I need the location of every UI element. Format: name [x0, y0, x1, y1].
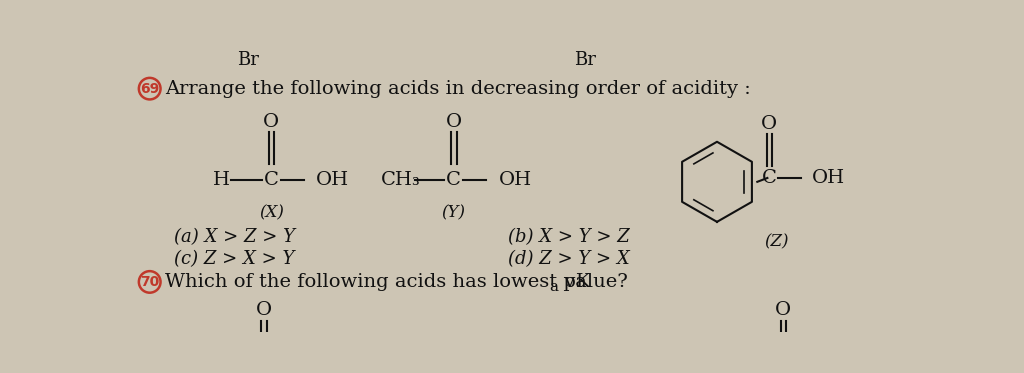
- Text: (a) X > Z > Y: (a) X > Z > Y: [174, 228, 296, 246]
- Text: 70: 70: [140, 275, 160, 289]
- Text: (d) Z > Y > X: (d) Z > Y > X: [508, 250, 630, 268]
- Text: OH: OH: [499, 170, 531, 188]
- Text: Arrange the following acids in decreasing order of acidity :: Arrange the following acids in decreasin…: [165, 80, 751, 98]
- Text: CH₃: CH₃: [381, 170, 421, 188]
- Text: O: O: [761, 115, 777, 133]
- Text: (c) Z > X > Y: (c) Z > X > Y: [174, 250, 295, 268]
- Text: (X): (X): [259, 204, 284, 221]
- Text: 69: 69: [140, 82, 160, 95]
- Text: Which of the following acids has lowest pK: Which of the following acids has lowest …: [165, 273, 591, 291]
- Text: H: H: [213, 170, 229, 188]
- Text: (Z): (Z): [765, 233, 788, 250]
- Text: a: a: [550, 279, 559, 294]
- Text: (Y): (Y): [441, 204, 466, 221]
- Text: C: C: [446, 170, 461, 188]
- Text: C: C: [264, 170, 279, 188]
- Text: OH: OH: [316, 170, 349, 188]
- Text: Br: Br: [238, 51, 259, 69]
- Text: value?: value?: [558, 273, 628, 291]
- Text: O: O: [775, 301, 791, 319]
- Text: O: O: [256, 301, 271, 319]
- Text: C: C: [762, 169, 776, 187]
- Text: Br: Br: [574, 51, 596, 69]
- Text: (b) X > Y > Z: (b) X > Y > Z: [508, 228, 630, 246]
- Text: O: O: [263, 113, 280, 131]
- Text: OH: OH: [812, 169, 845, 187]
- Text: O: O: [445, 113, 462, 131]
